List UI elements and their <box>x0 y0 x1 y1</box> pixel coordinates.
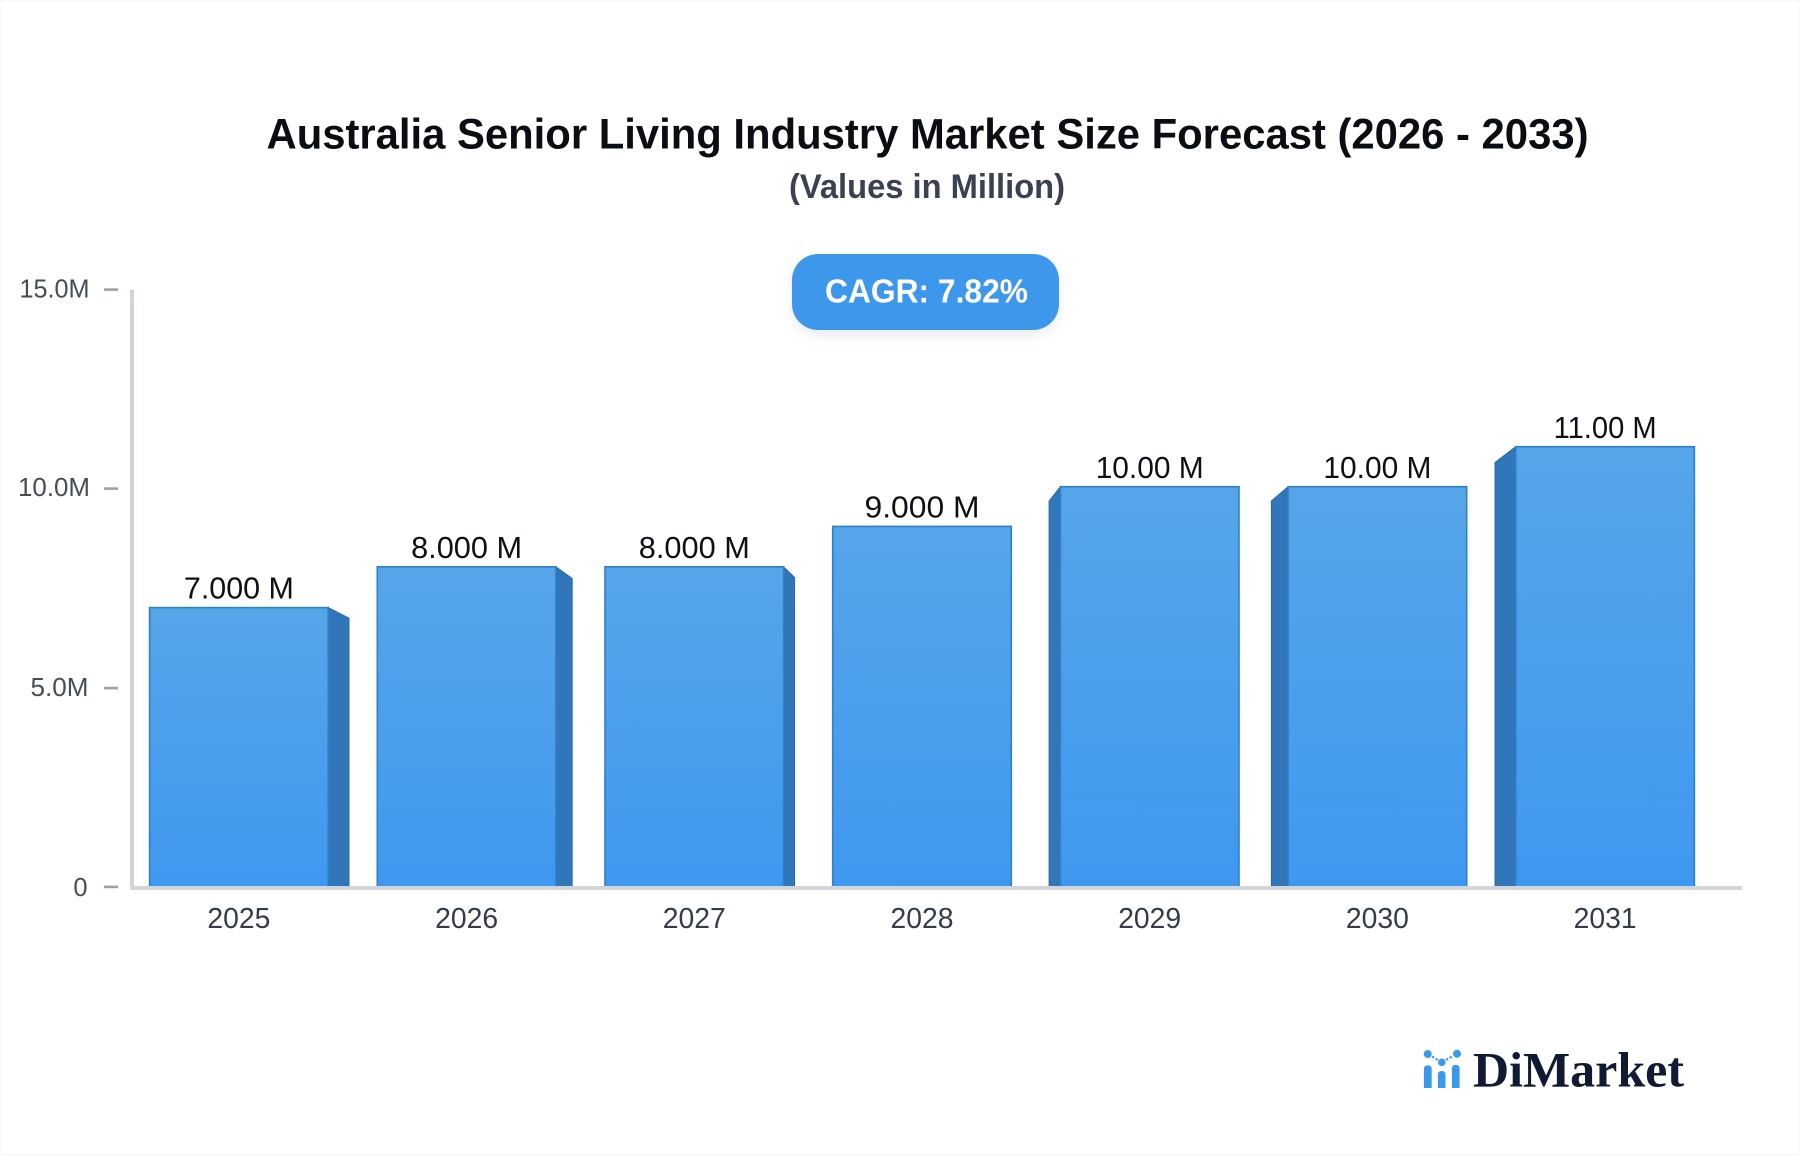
svg-text:2025: 2025 <box>207 903 270 935</box>
svg-text:15.0M: 15.0M <box>20 276 90 304</box>
svg-text:10.0M: 10.0M <box>18 474 90 502</box>
svg-text:2031: 2031 <box>1574 903 1637 935</box>
svg-text:11.00 M: 11.00 M <box>1554 410 1657 445</box>
svg-text:8.000 M: 8.000 M <box>411 530 522 565</box>
svg-text:10.00 M: 10.00 M <box>1096 450 1204 485</box>
svg-text:2030: 2030 <box>1346 903 1409 935</box>
svg-text:2027: 2027 <box>663 903 726 935</box>
svg-text:2028: 2028 <box>891 903 954 935</box>
svg-text:10.00 M: 10.00 M <box>1323 450 1431 485</box>
svg-text:9.000 M: 9.000 M <box>865 490 980 525</box>
svg-text:2026: 2026 <box>435 903 498 935</box>
svg-text:CAGR: 7.82%: CAGR: 7.82% <box>825 272 1028 309</box>
svg-text:5.0M: 5.0M <box>31 674 89 702</box>
svg-text:DiMarket: DiMarket <box>1473 1042 1684 1098</box>
svg-text:8.000 M: 8.000 M <box>639 530 750 565</box>
svg-text:7.000 M: 7.000 M <box>184 571 294 606</box>
svg-text:2029: 2029 <box>1118 903 1181 935</box>
svg-text:0: 0 <box>73 874 87 902</box>
svg-text:Australia Senior Living Indust: Australia Senior Living Industry Market … <box>267 112 1589 159</box>
svg-text:(Values in Million): (Values in Million) <box>789 168 1065 206</box>
